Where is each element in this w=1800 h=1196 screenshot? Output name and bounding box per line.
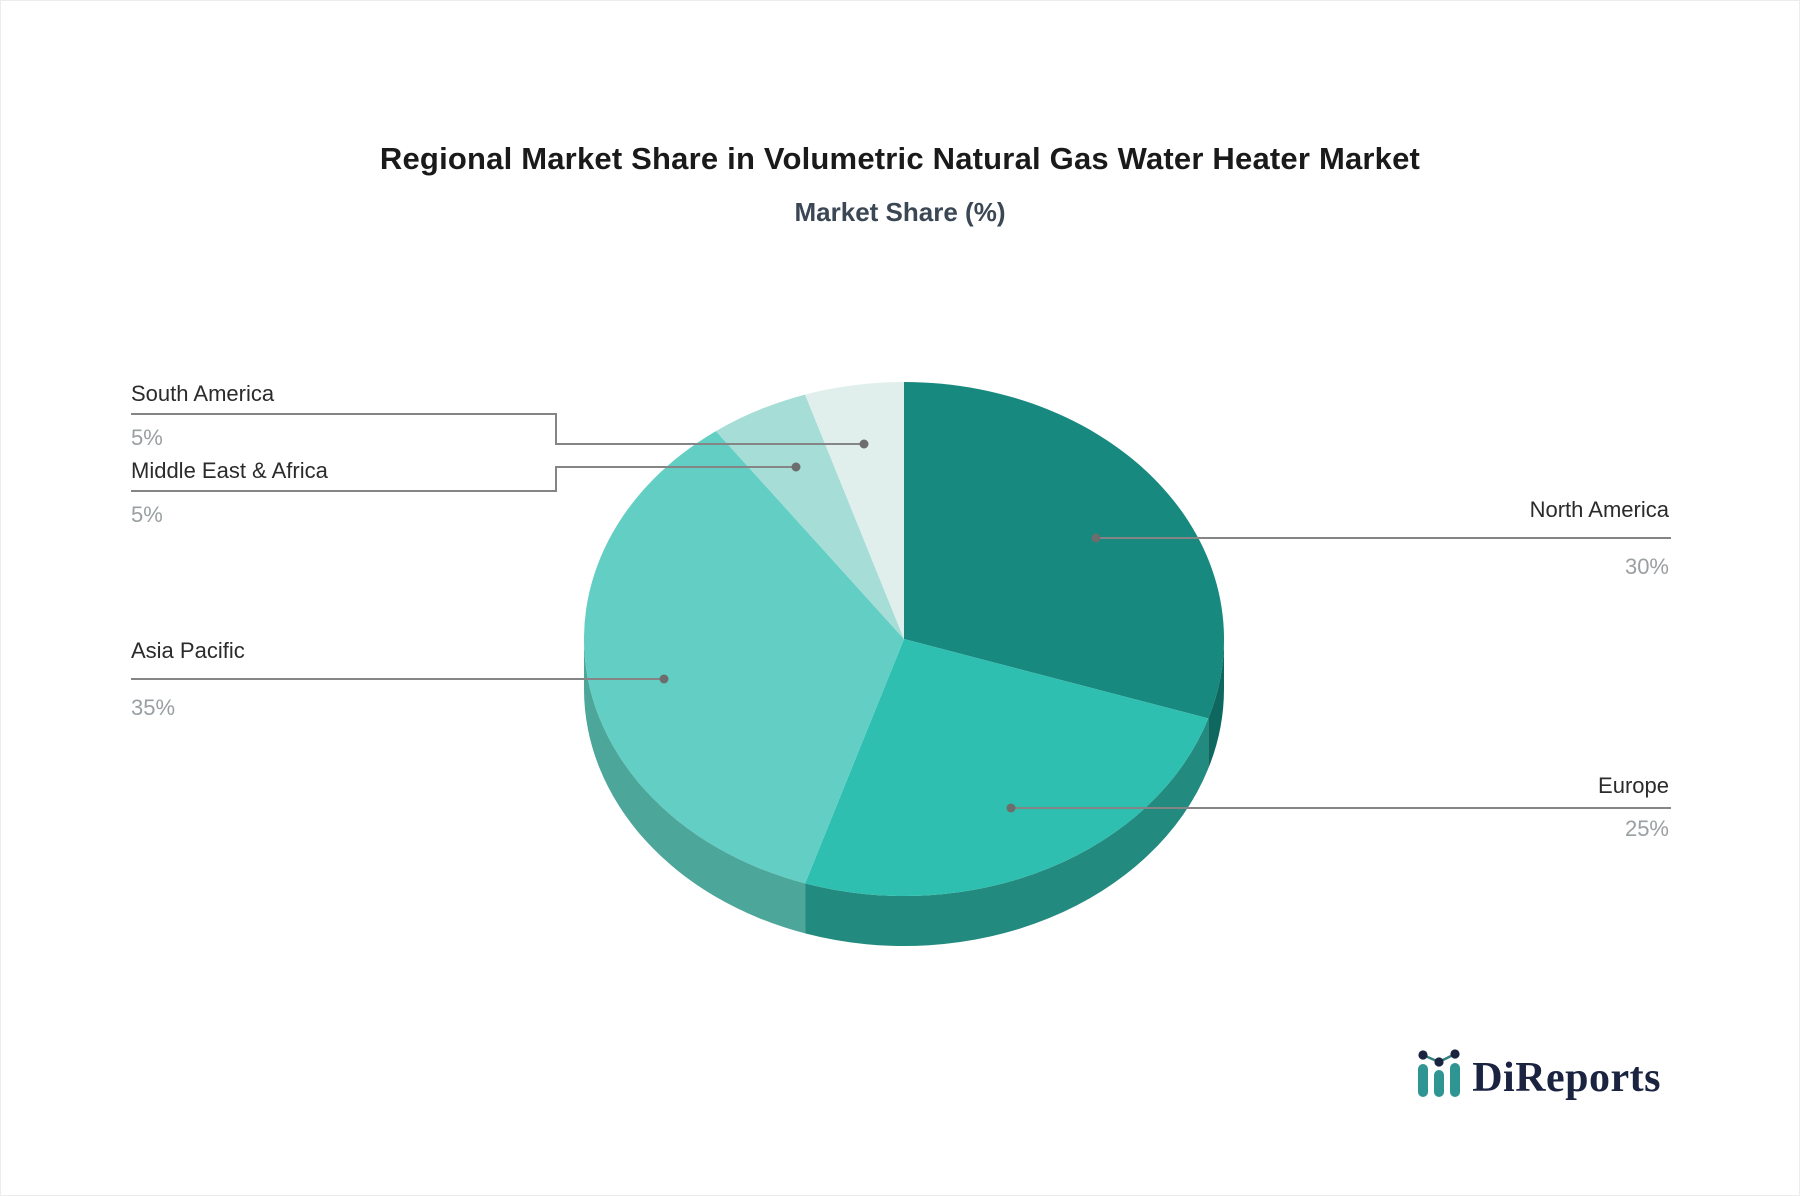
leader-line [131,466,796,492]
label-europe: Europe [1598,773,1669,798]
pie-slice [715,394,904,639]
leader-dot [1091,533,1101,543]
pie-slice [805,639,1209,896]
label-south-america: South America [131,381,275,406]
pie-slice-side [584,639,806,934]
value-asia-pacific: 35% [131,695,176,720]
direports-logo: DiReports [1417,1037,1661,1099]
label-asia-pacific: Asia Pacific [131,638,245,663]
leader-dot [791,462,801,472]
label-north-america: North America [1529,497,1669,522]
pie-slice-side [805,718,1209,946]
value-middle-east-africa: 5% [131,502,163,527]
value-north-america: 30% [1624,554,1669,579]
leader-dot [859,439,869,449]
bar-line-chart-icon [1418,1049,1461,1097]
value-europe: 25% [1624,816,1669,841]
leader-dot [1006,803,1016,813]
pie-slice-side [1208,639,1224,769]
pie-slice [805,382,904,639]
chart-subtitle: Market Share (%) [794,197,1006,227]
label-middle-east-africa: Middle East & Africa [131,458,328,483]
leader-dot [659,674,669,684]
leader-line [131,413,864,445]
pie-slice [904,382,1225,719]
pie-slice [584,431,904,884]
logo-text: DiReports [1472,1055,1661,1101]
chart-title: Regional Market Share in Volumetric Natu… [379,141,1421,176]
value-south-america: 5% [131,425,163,450]
